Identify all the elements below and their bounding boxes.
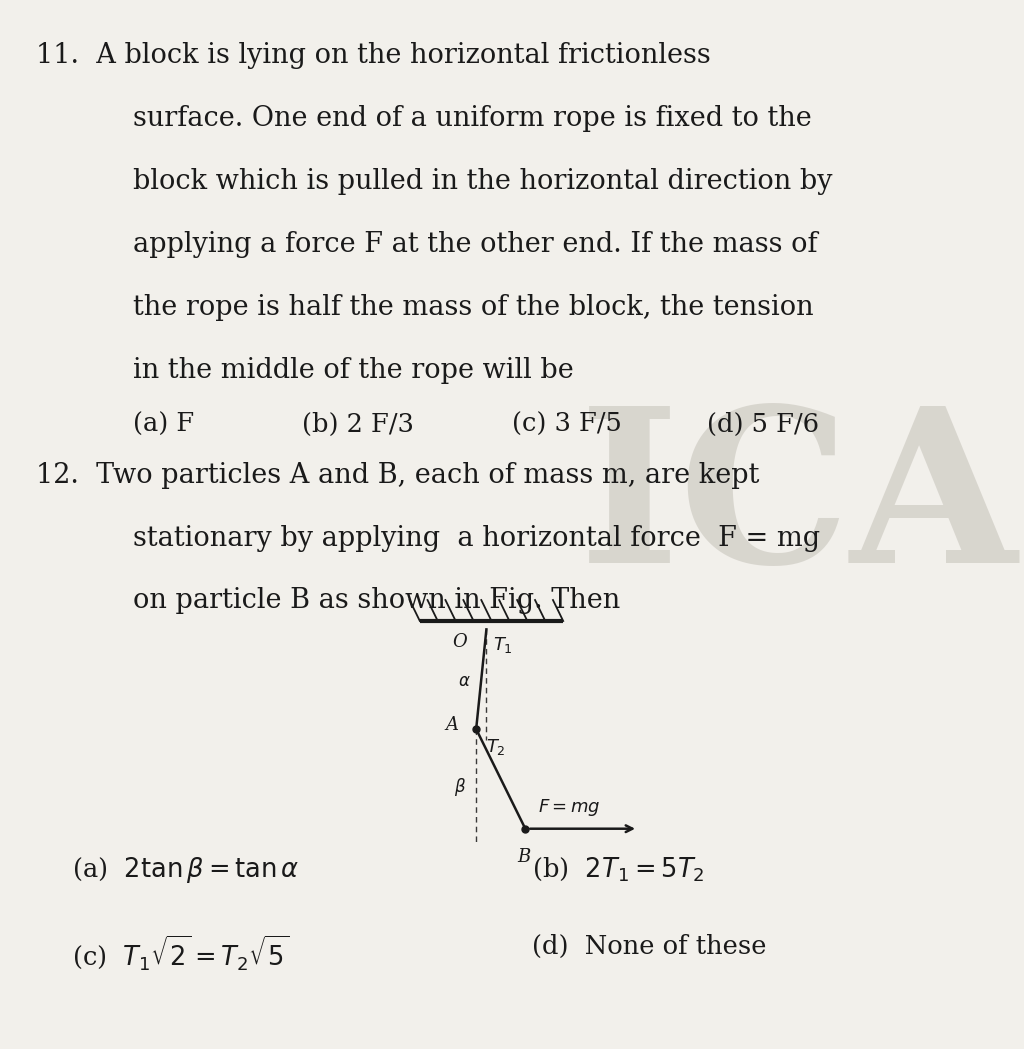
Text: $T_1$: $T_1$ [493, 635, 512, 655]
Text: $\alpha$: $\alpha$ [458, 673, 470, 690]
Text: (c)  $T_1\sqrt{2} = T_2\sqrt{5}$: (c) $T_1\sqrt{2} = T_2\sqrt{5}$ [72, 934, 289, 972]
Text: 11.  A block is lying on the horizontal frictionless: 11. A block is lying on the horizontal f… [36, 42, 711, 69]
Text: (a) F: (a) F [133, 412, 195, 437]
Text: A: A [445, 715, 459, 734]
Text: $F = mg$: $F = mg$ [538, 797, 600, 818]
Text: $T_2$: $T_2$ [486, 737, 506, 757]
Text: on particle B as shown in Fig. Then: on particle B as shown in Fig. Then [133, 587, 621, 615]
Text: (b)  $2T_1 = 5T_2$: (b) $2T_1 = 5T_2$ [532, 855, 706, 883]
Text: surface. One end of a uniform rope is fixed to the: surface. One end of a uniform rope is fi… [133, 105, 812, 132]
Text: (d) 5 F/6: (d) 5 F/6 [707, 412, 818, 437]
Text: in the middle of the rope will be: in the middle of the rope will be [133, 357, 573, 384]
Text: (d)  None of these: (d) None of these [532, 934, 767, 959]
Text: $\beta$: $\beta$ [454, 776, 466, 797]
Text: block which is pulled in the horizontal direction by: block which is pulled in the horizontal … [133, 168, 833, 195]
Text: the rope is half the mass of the block, the tension: the rope is half the mass of the block, … [133, 294, 814, 321]
Text: 12.  Two particles A and B, each of mass m, are kept: 12. Two particles A and B, each of mass … [36, 462, 759, 489]
Text: applying a force F at the other end. If the mass of: applying a force F at the other end. If … [133, 231, 817, 258]
Text: O: O [453, 633, 467, 650]
Text: B: B [517, 848, 530, 865]
Text: (b) 2 F/3: (b) 2 F/3 [302, 412, 414, 437]
Text: ICA: ICA [580, 399, 1018, 608]
Text: (a)  $2\tan\beta = \tan\alpha$: (a) $2\tan\beta = \tan\alpha$ [72, 855, 299, 885]
Text: stationary by applying  a horizontal force  F = mg: stationary by applying a horizontal forc… [133, 524, 820, 552]
Text: (c) 3 F/5: (c) 3 F/5 [512, 412, 622, 437]
